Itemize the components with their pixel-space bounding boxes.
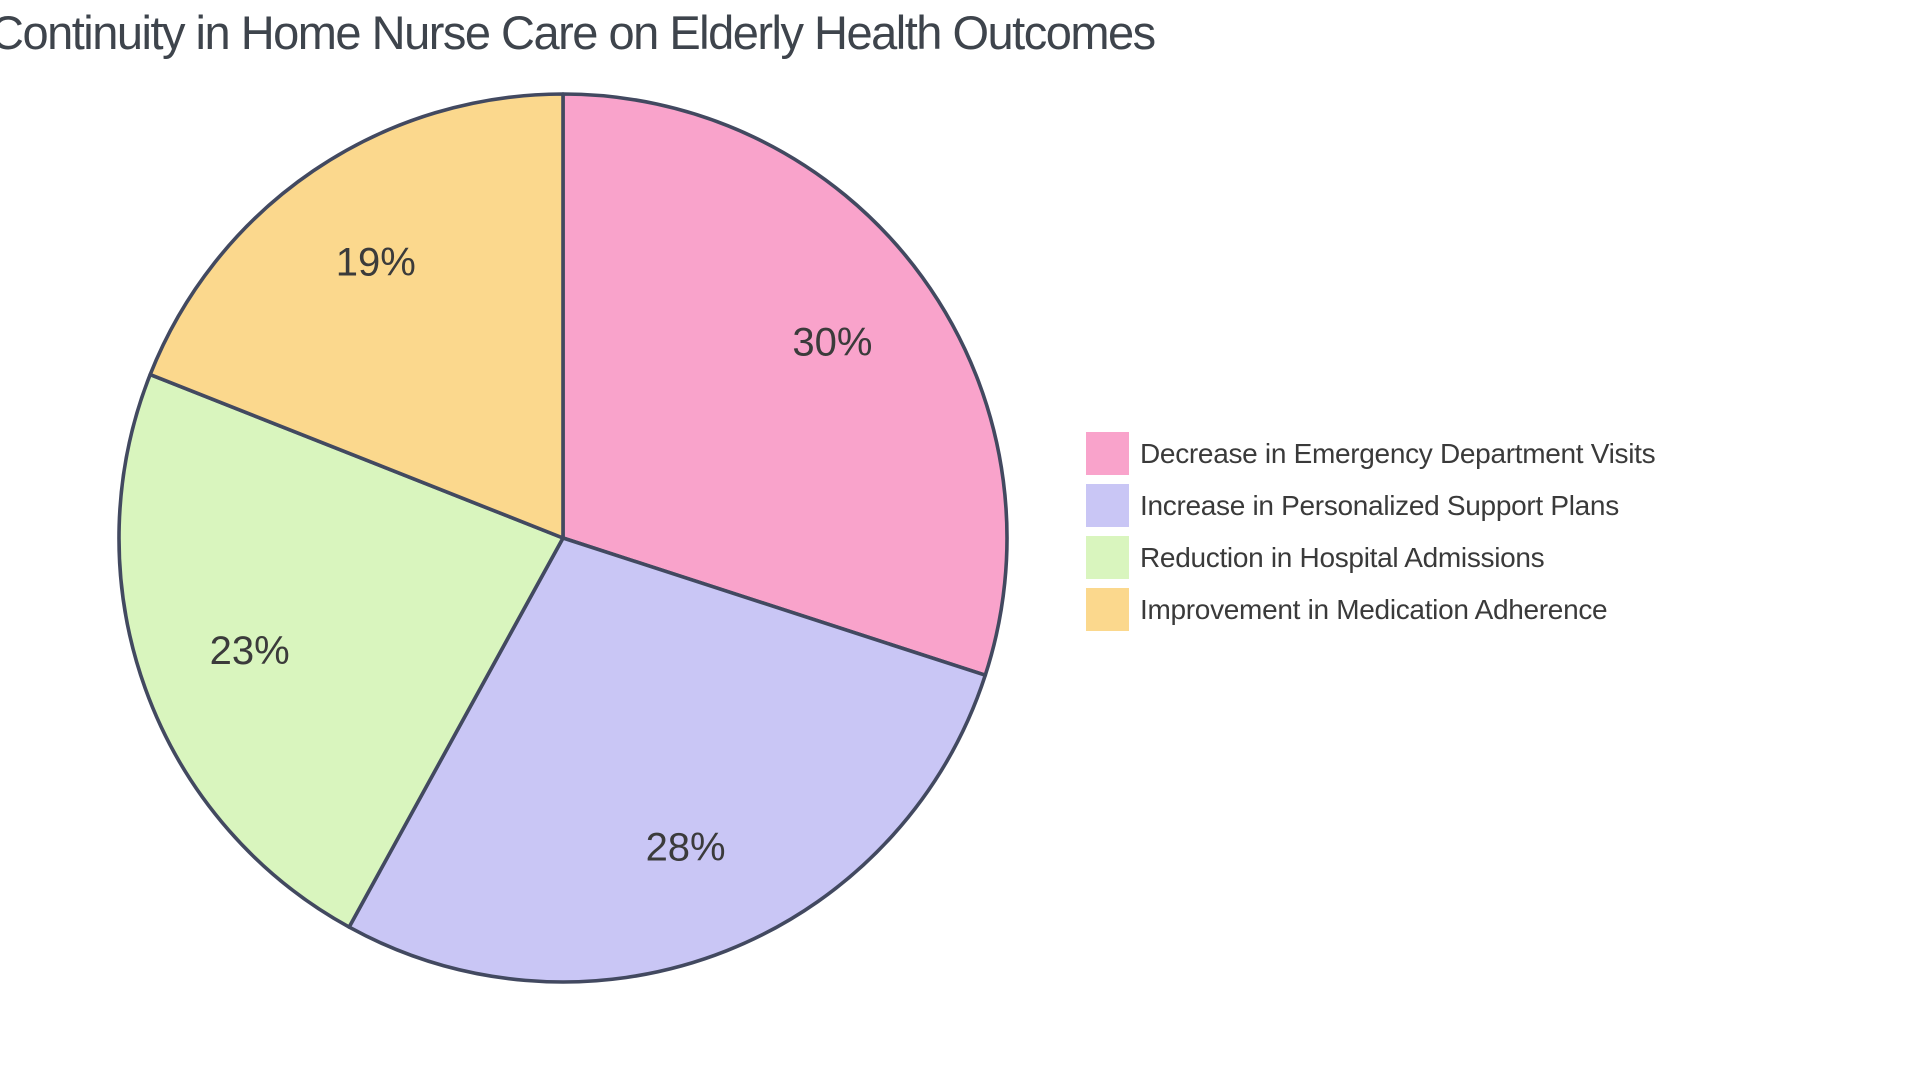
pie-slice-2[interactable] [117,372,565,929]
pie-slice-3[interactable] [148,92,565,540]
legend-item-medication-adherence[interactable]: Improvement in Medication Adherence [1086,588,1655,631]
legend-label: Reduction in Hospital Admissions [1140,541,1545,573]
pie-slice-1[interactable] [347,536,988,984]
legend-swatch-medication-adherence [1086,588,1129,631]
pie-slice-labels: 30% 28% 23% 19% [210,241,873,870]
slice-label-3: 19% [336,241,416,285]
slice-label-0: 30% [792,320,872,364]
pie-slice-0[interactable] [561,92,1009,677]
legend-label: Decrease in Emergency Department Visits [1140,437,1656,469]
legend-swatch-support-plans [1086,484,1129,527]
slice-label-1: 28% [646,826,726,870]
legend-swatch-emergency-visits [1086,432,1129,475]
legend-item-hospital-admissions[interactable]: Reduction in Hospital Admissions [1086,536,1655,579]
legend-label: Increase in Personalized Support Plans [1140,489,1619,521]
pie-slices [117,92,1009,984]
legend-item-support-plans[interactable]: Increase in Personalized Support Plans [1086,484,1655,527]
legend-swatch-hospital-admissions [1086,536,1129,579]
legend-item-emergency-visits[interactable]: Decrease in Emergency Department Visits [1086,432,1656,475]
chart-title: Continuity in Home Nurse Care on Elderly… [0,6,1156,59]
legend: Decrease in Emergency Department Visits … [1086,432,1656,631]
legend-label: Improvement in Medication Adherence [1140,593,1608,625]
slice-label-2: 23% [210,629,290,673]
